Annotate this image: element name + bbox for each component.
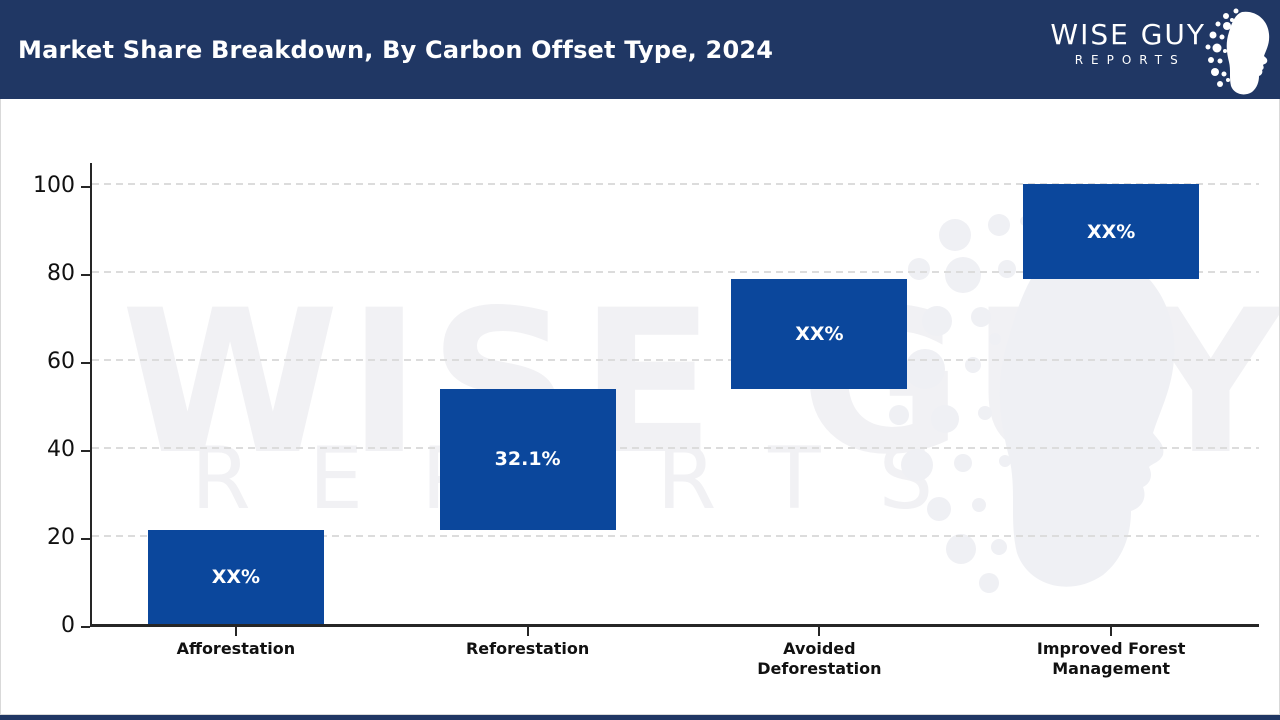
y-tick-label: 100 (33, 173, 75, 198)
category-label: Improved Forest Management (1036, 639, 1186, 678)
gridline-80 (92, 271, 1259, 273)
x-tick-mark (234, 627, 237, 636)
bar-value-label: XX% (795, 322, 844, 345)
bar-improved-forest-management: XX% (1023, 184, 1200, 280)
y-tick-mark (81, 626, 90, 628)
footer-bar (0, 715, 1280, 720)
bar-value-label: 32.1% (494, 448, 561, 471)
chart-title: Market Share Breakdown, By Carbon Offset… (18, 35, 774, 64)
y-tick-mark (81, 274, 90, 276)
brand-logo: WISE GUY REPORTS (1008, 4, 1272, 96)
gridline-100 (92, 183, 1259, 185)
y-tick-label: 0 (61, 613, 75, 638)
category-label: Avoided Deforestation (757, 639, 882, 678)
x-tick-mark (1110, 627, 1113, 636)
logo-subtitle: REPORTS (1074, 53, 1186, 67)
gridline-20 (92, 535, 1259, 537)
dotted-face-icon (1205, 8, 1270, 95)
bar-afforestation: XX% (147, 529, 324, 624)
y-tick-mark (81, 538, 90, 540)
y-tick-mark (81, 362, 90, 364)
x-tick-mark (526, 627, 529, 636)
bar-avoided-deforestation: XX% (731, 279, 908, 389)
header-bar: Market Share Breakdown, By Carbon Offset… (0, 0, 1280, 99)
y-tick-label: 80 (47, 261, 75, 286)
logo-wordmark: WISE GUY (1050, 18, 1206, 51)
category-label: Reforestation (465, 639, 590, 658)
y-tick-label: 40 (47, 437, 75, 462)
category-label: Afforestation (176, 639, 296, 658)
y-tick-label: 20 (47, 525, 75, 550)
y-tick-mark (81, 186, 90, 188)
x-tick-mark (818, 627, 821, 636)
bar-reforestation: 32.1% (439, 388, 616, 530)
bar-value-label: XX% (211, 565, 261, 588)
y-tick-label: 60 (47, 349, 75, 374)
gridline-40 (92, 447, 1259, 449)
gridline-60 (92, 359, 1259, 361)
y-tick-mark (81, 450, 90, 452)
bar-value-label: XX% (1086, 220, 1136, 243)
waterfall-chart: XX% 32.1% XX% XX% (90, 163, 1259, 627)
